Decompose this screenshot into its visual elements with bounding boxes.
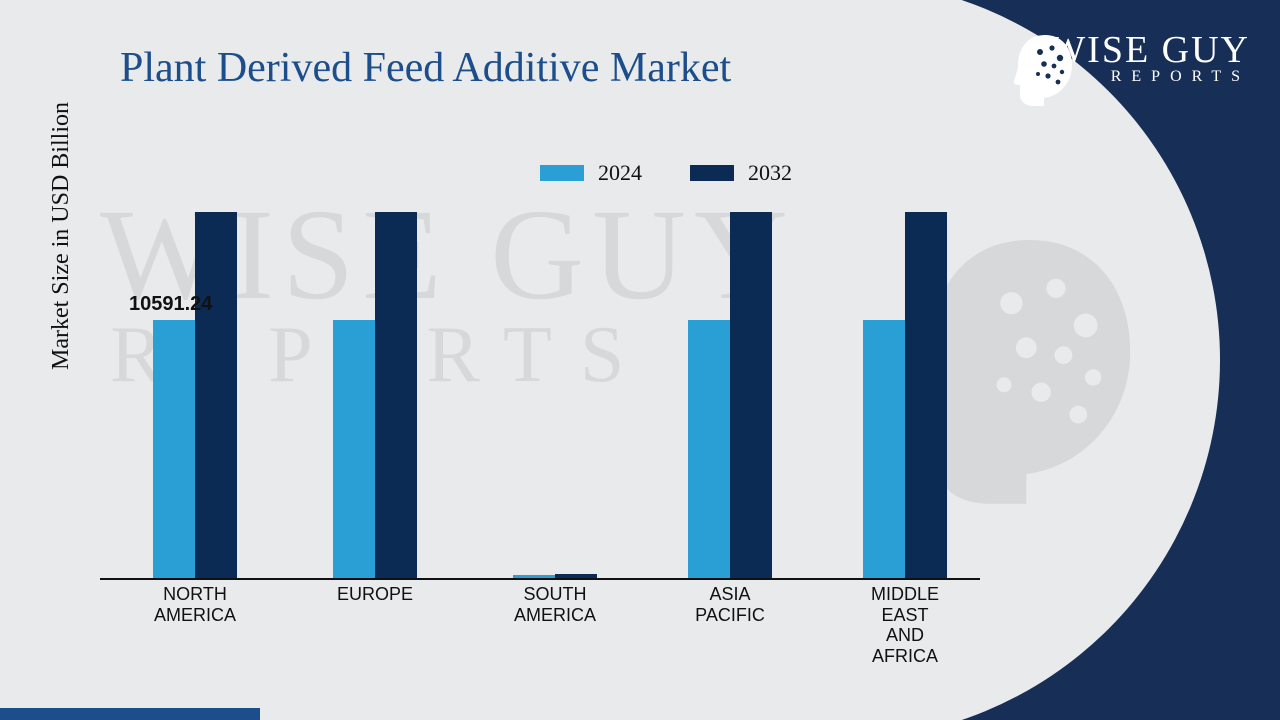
- stage: WISE GUY REPORTS Plant Derived Feed Addi…: [0, 0, 1280, 720]
- x-axis-category-label: SOUTHAMERICA: [485, 584, 625, 625]
- legend: 2024 2032: [540, 160, 792, 186]
- bar: [555, 574, 597, 578]
- bar: [730, 212, 772, 578]
- bar-group: [330, 212, 420, 578]
- legend-swatch: [690, 165, 734, 181]
- bar: [333, 320, 375, 578]
- bar: [863, 320, 905, 578]
- bar-group: [860, 212, 950, 578]
- brand-head-icon: [1010, 30, 1080, 110]
- bar: [905, 212, 947, 578]
- bar-group: [685, 212, 775, 578]
- x-axis-category-label: EUROPE: [305, 584, 445, 605]
- y-axis-label: Market Size in USD Billion: [48, 102, 75, 370]
- x-axis-category-label: ASIAPACIFIC: [660, 584, 800, 625]
- bar: [153, 320, 195, 578]
- legend-label: 2032: [748, 160, 792, 186]
- plot-area: 10591.24: [100, 190, 980, 580]
- x-axis-category-label: NORTHAMERICA: [125, 584, 265, 625]
- x-axis-category-label: MIDDLEEASTANDAFRICA: [835, 584, 975, 667]
- chart-title: Plant Derived Feed Additive Market: [120, 44, 731, 92]
- legend-swatch: [540, 165, 584, 181]
- chart-area: 10591.24: [100, 190, 980, 580]
- legend-item: 2024: [540, 160, 642, 186]
- bar-group: [510, 574, 600, 578]
- legend-label: 2024: [598, 160, 642, 186]
- bar: [195, 212, 237, 578]
- bar-group: [150, 212, 240, 578]
- footer-accent-bar: [0, 708, 260, 720]
- bar: [375, 212, 417, 578]
- bar: [688, 320, 730, 578]
- bar: [513, 575, 555, 578]
- legend-item: 2032: [690, 160, 792, 186]
- bar-value-label: 10591.24: [129, 293, 212, 316]
